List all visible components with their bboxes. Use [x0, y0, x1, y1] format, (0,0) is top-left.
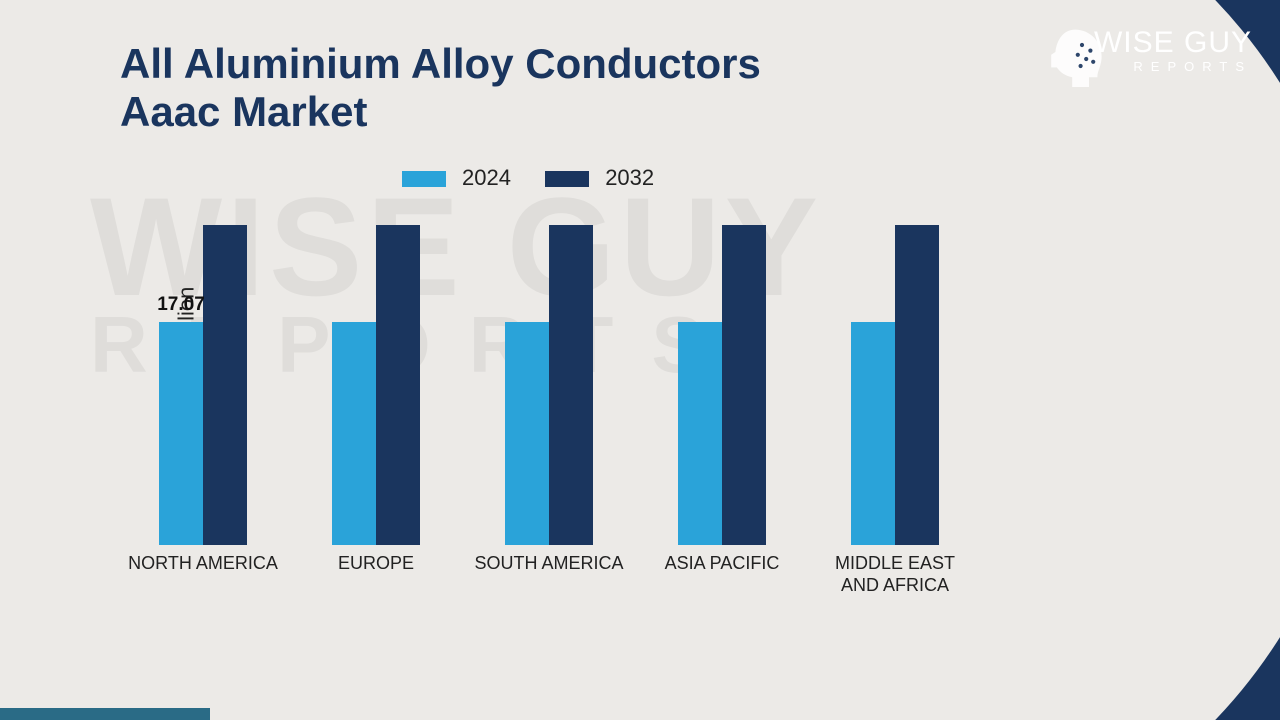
- legend: 2024 2032: [64, 165, 964, 191]
- bar-2032: [203, 225, 247, 545]
- legend-label-2032: 2032: [605, 165, 654, 190]
- bar-2032: [722, 225, 766, 545]
- brand-line2: REPORTS: [1094, 60, 1252, 73]
- bar-group: 17.07NORTH AMERICA: [159, 205, 247, 545]
- brand-panel: [960, 0, 1280, 720]
- legend-swatch-2024: [402, 171, 446, 187]
- chart: Market Size in USD Billion 2024 2032 17.…: [64, 165, 964, 665]
- x-axis-label: ASIA PACIFIC: [647, 545, 797, 575]
- value-label: 17.07: [141, 294, 221, 316]
- bar-2032: [549, 225, 593, 545]
- bar-2024: [505, 322, 549, 545]
- plot-area: 17.07NORTH AMERICA EUROPE SOUTH AMERICA ASI…: [134, 205, 964, 545]
- x-axis-label: MIDDLE EAST AND AFRICA: [820, 545, 970, 596]
- page-title: All Aluminium Alloy Conductors Aaac Mark…: [120, 40, 840, 137]
- bar-group: SOUTH AMERICA: [505, 205, 593, 545]
- bar-2024: [851, 322, 895, 545]
- bar-2024: [332, 322, 376, 545]
- bar-2024: [678, 322, 722, 545]
- brand-line1: WISE GUY: [1094, 28, 1252, 58]
- bar-group: EUROPE: [332, 205, 420, 545]
- bar-group: ASIA PACIFIC: [678, 205, 766, 545]
- x-axis-label: NORTH AMERICA: [128, 545, 278, 575]
- brand-logo: WISE GUY REPORTS: [1094, 28, 1252, 73]
- bar-group: MIDDLE EAST AND AFRICA: [851, 205, 939, 545]
- bottom-accent-bar: [0, 708, 210, 720]
- legend-label-2024: 2024: [462, 165, 511, 190]
- stage: WISE GUY REPORTS All Aluminium Alloy Con…: [0, 0, 1280, 720]
- bar-2032: [376, 225, 420, 545]
- bar-2032: [895, 225, 939, 545]
- x-axis-label: EUROPE: [301, 545, 451, 575]
- bar-2024: [159, 322, 203, 545]
- x-axis-label: SOUTH AMERICA: [474, 545, 624, 575]
- legend-swatch-2032: [545, 171, 589, 187]
